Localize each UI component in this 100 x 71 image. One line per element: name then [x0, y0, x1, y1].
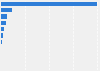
Bar [1, 33, 3, 38]
Bar [1, 14, 7, 19]
Bar [1, 2, 97, 6]
Bar [1, 21, 6, 25]
Bar [1, 27, 4, 31]
Bar [1, 8, 12, 12]
Bar [1, 40, 2, 44]
